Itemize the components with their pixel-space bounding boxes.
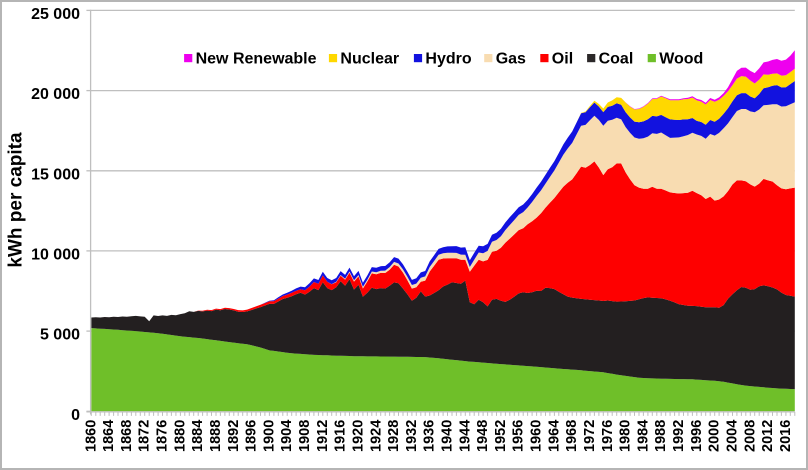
svg-text:1900: 1900 (261, 420, 277, 452)
svg-text:1968: 1968 (564, 420, 580, 452)
svg-text:1908: 1908 (297, 420, 313, 452)
svg-text:1880: 1880 (172, 420, 188, 452)
svg-text:1960: 1960 (529, 420, 545, 452)
svg-text:1932: 1932 (404, 420, 420, 452)
svg-text:1956: 1956 (511, 420, 527, 452)
svg-text:Gas: Gas (496, 51, 526, 68)
svg-text:1904: 1904 (279, 420, 295, 452)
svg-text:1924: 1924 (368, 420, 384, 452)
svg-text:2004: 2004 (725, 420, 741, 452)
svg-text:1928: 1928 (386, 420, 402, 452)
svg-text:5 000: 5 000 (40, 327, 80, 344)
svg-text:1884: 1884 (190, 420, 206, 452)
svg-text:1972: 1972 (582, 420, 598, 452)
svg-text:2008: 2008 (742, 420, 758, 452)
svg-text:1916: 1916 (333, 420, 349, 452)
svg-text:15 000: 15 000 (31, 166, 80, 183)
svg-text:1996: 1996 (689, 420, 705, 452)
svg-text:2012: 2012 (760, 420, 776, 452)
svg-text:1876: 1876 (155, 420, 171, 452)
svg-text:1984: 1984 (635, 420, 651, 452)
svg-text:1980: 1980 (618, 420, 634, 452)
svg-text:20 000: 20 000 (31, 86, 80, 103)
svg-text:1888: 1888 (208, 420, 224, 452)
svg-text:1864: 1864 (101, 420, 117, 452)
svg-text:1920: 1920 (351, 420, 367, 452)
svg-text:1964: 1964 (546, 420, 562, 452)
svg-text:New Renewable: New Renewable (196, 51, 317, 68)
svg-text:Coal: Coal (599, 51, 634, 68)
svg-text:Oil: Oil (552, 51, 573, 68)
svg-text:1936: 1936 (422, 420, 438, 452)
svg-text:1872: 1872 (137, 420, 153, 452)
svg-text:1912: 1912 (315, 420, 331, 452)
svg-text:Hydro: Hydro (425, 51, 471, 68)
svg-text:1868: 1868 (119, 420, 135, 452)
svg-text:1860: 1860 (83, 420, 99, 452)
svg-text:1940: 1940 (440, 420, 456, 452)
svg-text:1992: 1992 (671, 420, 687, 452)
svg-text:1988: 1988 (653, 420, 669, 452)
svg-text:Nuclear: Nuclear (340, 51, 399, 68)
svg-text:kWh per capita: kWh per capita (6, 132, 27, 268)
svg-text:10 000: 10 000 (31, 247, 80, 264)
svg-text:1976: 1976 (600, 420, 616, 452)
svg-text:Wood: Wood (659, 51, 703, 68)
svg-text:1948: 1948 (475, 420, 491, 452)
svg-text:0: 0 (71, 407, 80, 424)
svg-text:2016: 2016 (778, 420, 794, 452)
svg-text:1944: 1944 (457, 420, 473, 452)
svg-text:2000: 2000 (707, 420, 723, 452)
svg-text:1952: 1952 (493, 420, 509, 452)
svg-text:25 000: 25 000 (31, 6, 80, 23)
svg-text:1892: 1892 (226, 420, 242, 452)
svg-text:1896: 1896 (244, 420, 260, 452)
